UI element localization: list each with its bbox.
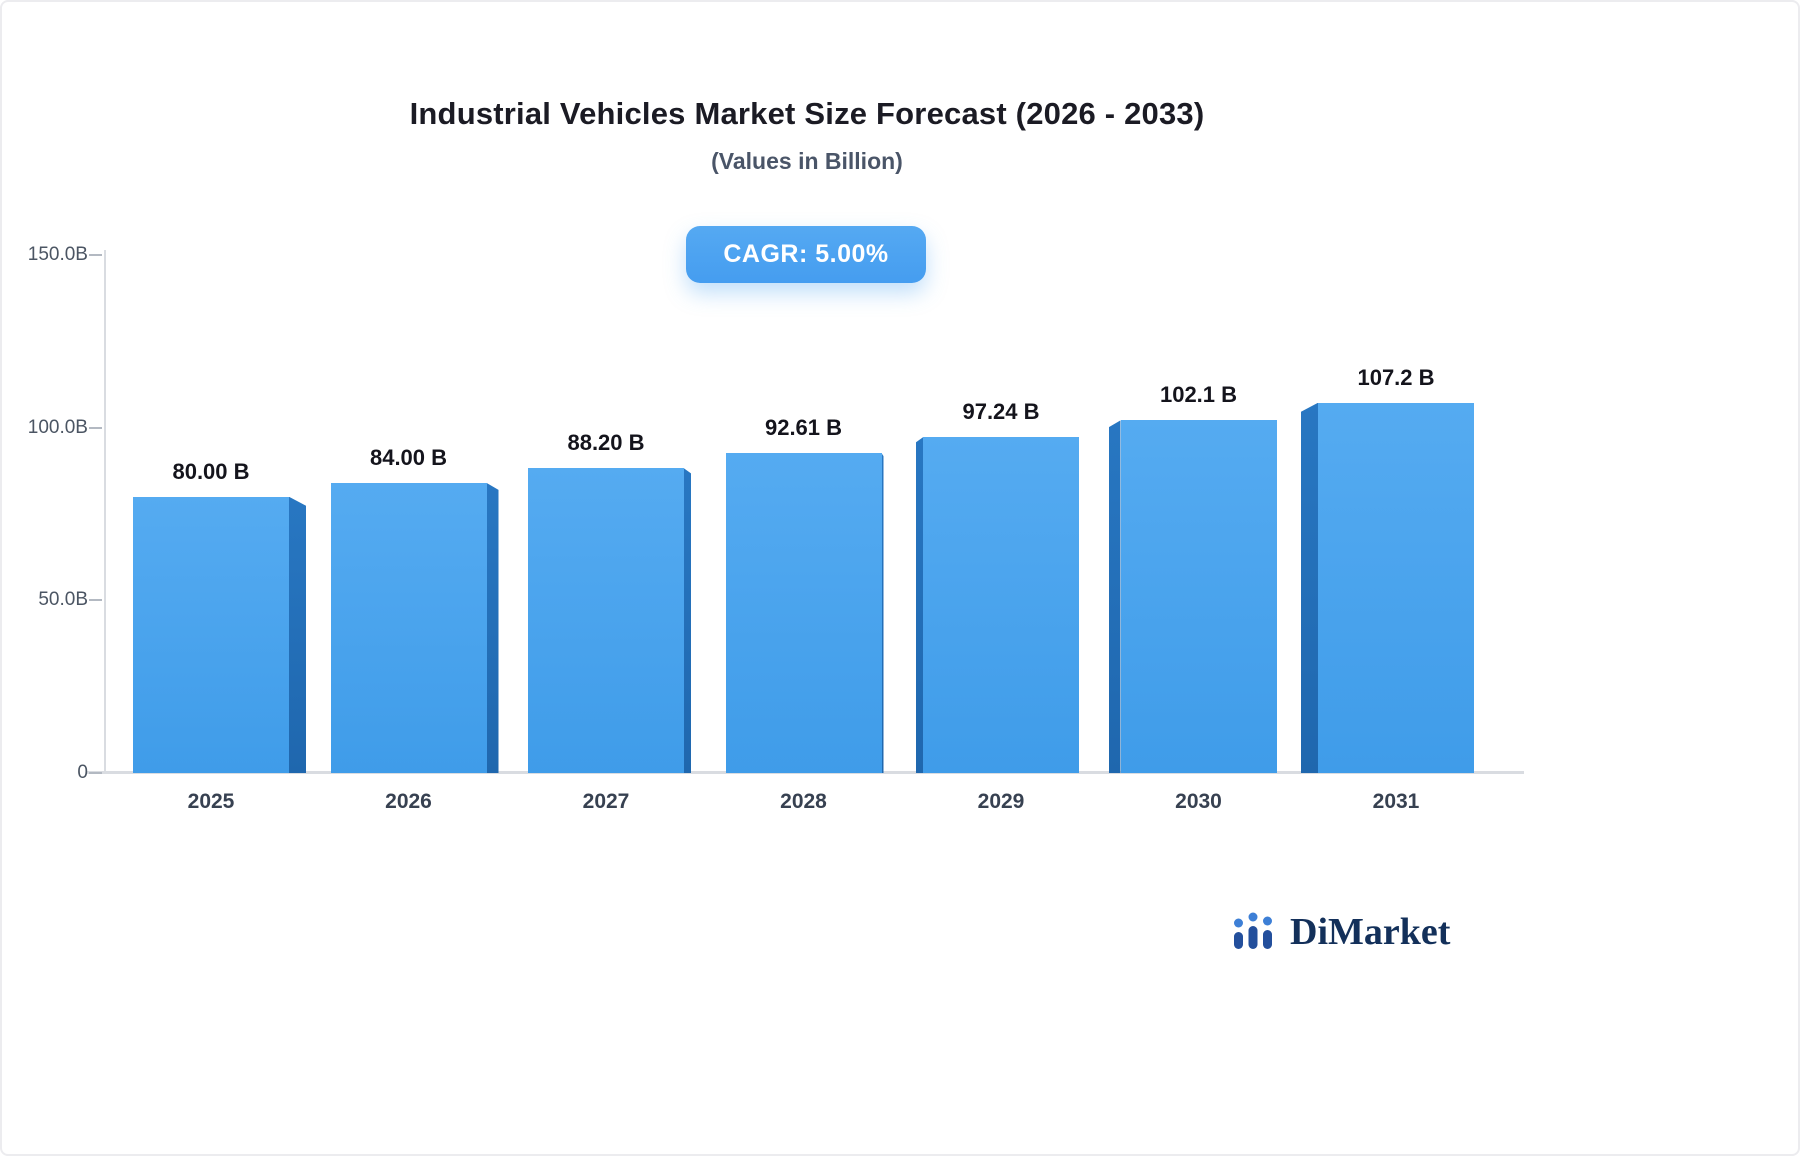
bar-value-label: 97.24 B — [962, 399, 1040, 425]
cagr-badge: CAGR: 5.00% — [686, 226, 926, 283]
bar-side-face — [1108, 420, 1121, 773]
bar[interactable] — [1318, 402, 1474, 773]
bar-value-label: 92.61 B — [764, 415, 843, 441]
x-axis-tick-label: 2029 — [977, 790, 1025, 813]
chart-header: Industrial Vehicles Market Size Forecast… — [2, 96, 1612, 175]
bar-side-face — [486, 482, 499, 773]
y-axis-tick-label: 50.0B — [38, 589, 88, 611]
bar[interactable] — [923, 437, 1079, 773]
bar[interactable] — [528, 468, 684, 773]
bar-side-face — [684, 468, 691, 773]
y-axis-tick-label: 100.0B — [27, 416, 88, 438]
bar-value-label: 102.1 B — [1159, 382, 1238, 408]
brand-name: DiMarket — [1290, 911, 1451, 953]
y-axis-tick-mark — [89, 599, 102, 602]
x-axis-tick-label: 2028 — [780, 790, 827, 813]
cagr-badge-label: CAGR: 5.00% — [723, 240, 889, 268]
y-axis-tick-mark — [89, 254, 102, 256]
bar-side-face — [289, 496, 306, 773]
brand-logo[interactable]: DiMarket — [1230, 905, 1450, 951]
y-axis-tick-mark — [89, 772, 102, 774]
x-axis-tick-label: 2030 — [1175, 790, 1222, 813]
x-axis-tick-label: 2027 — [582, 790, 630, 813]
bar-chart-logo-icon — [1234, 912, 1272, 949]
bar-side-face — [881, 453, 884, 773]
bar-value-label: 88.20 B — [567, 430, 645, 456]
bar-side-face — [1301, 402, 1318, 773]
bar[interactable] — [330, 482, 487, 773]
bar-side-face — [916, 437, 923, 773]
x-axis-tick-label: 2031 — [1372, 790, 1420, 813]
bar[interactable] — [725, 453, 882, 773]
chart-subtitle: (Values in Billion) — [711, 148, 903, 174]
y-axis-tick-mark — [89, 426, 102, 429]
chart-title: Industrial Vehicles Market Size Forecast… — [409, 96, 1205, 131]
bar-value-label: 84.00 B — [369, 444, 448, 470]
x-axis-tick-label: 2025 — [187, 790, 235, 813]
y-axis-line — [104, 250, 106, 774]
y-axis-tick-label: 150.0B — [27, 244, 88, 265]
y-axis-tick-label: 0 — [77, 762, 88, 783]
bar-value-label: 80.00 B — [172, 458, 250, 484]
x-axis-tick-label: 2026 — [385, 790, 432, 813]
bar-value-label: 107.2 B — [1357, 364, 1435, 390]
bar[interactable] — [1120, 420, 1277, 773]
bar[interactable] — [133, 496, 289, 773]
